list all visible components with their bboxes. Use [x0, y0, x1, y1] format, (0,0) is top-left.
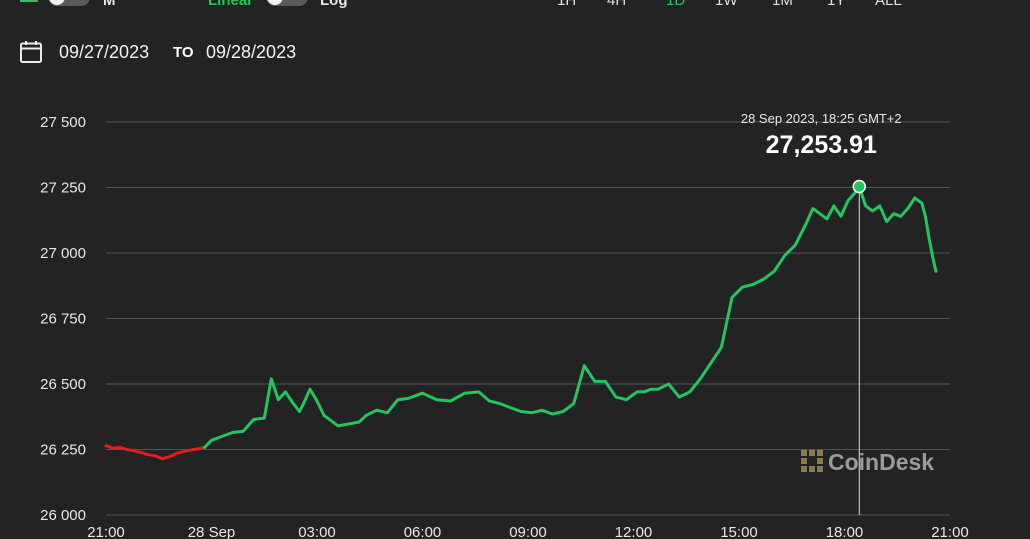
- tooltip-time: 28 Sep 2023, 18:25 GMT+2: [741, 111, 902, 126]
- range-1y-button[interactable]: 1Y: [827, 0, 846, 9]
- y-tick-label: 26 750: [40, 311, 86, 328]
- x-tick-label: 03:00: [298, 524, 336, 539]
- toggle-knob: [267, 0, 283, 5]
- x-tick-label: 06:00: [404, 524, 442, 539]
- watermark: CoinDesk: [801, 449, 934, 475]
- x-tick-label: 15:00: [720, 524, 758, 539]
- tooltip-value: 27,253.91: [766, 131, 877, 159]
- x-tick-label: 18:00: [826, 524, 864, 539]
- y-axis: 27 500 27 250 27 000 26 750 26 500 26 250 26 0…: [40, 114, 86, 524]
- log-label[interactable]: Log: [320, 0, 348, 9]
- scale-toggle[interactable]: [266, 0, 308, 6]
- highlight-point: [852, 179, 867, 194]
- range-1d-button[interactable]: 1D: [666, 0, 686, 9]
- candle-icon[interactable]: [20, 0, 38, 2]
- y-tick-label: 27 000: [40, 245, 86, 262]
- date-to[interactable]: 09/28/2023: [206, 42, 297, 62]
- series-line: [104, 444, 206, 461]
- y-tick-label: 27 500: [40, 114, 86, 131]
- linear-label[interactable]: Linear: [208, 0, 254, 9]
- range-1w-button[interactable]: 1W: [715, 0, 738, 9]
- toggle-knob: [49, 0, 65, 5]
- date-to-label: TO: [173, 44, 194, 61]
- m-label: M: [103, 0, 116, 9]
- watermark-text: CoinDesk: [828, 449, 934, 475]
- grid-lines: [106, 121, 950, 516]
- y-tick-label: 27 250: [40, 180, 86, 197]
- x-tick-label: 21:00: [87, 524, 125, 539]
- x-tick-label: 12:00: [615, 524, 653, 539]
- range-4h-button[interactable]: 4H: [607, 0, 627, 9]
- series-line: [203, 185, 938, 449]
- range-1h-button[interactable]: 1H: [557, 0, 577, 9]
- m-toggle[interactable]: [48, 0, 90, 6]
- x-tick-label: 09:00: [509, 524, 547, 539]
- range-1m-button[interactable]: 1M: [772, 0, 793, 9]
- range-all-button[interactable]: ALL: [875, 0, 902, 9]
- x-tick-label: 28 Sep: [188, 524, 236, 539]
- x-axis: 21:00 28 Sep 03:00 06:00 09:00 12:00 15:00 18:0…: [87, 524, 969, 539]
- x-tick-label: 21:00: [931, 524, 969, 539]
- calendar-icon[interactable]: [19, 40, 43, 69]
- date-from[interactable]: 09/27/2023: [59, 42, 150, 62]
- price-series: [104, 185, 938, 461]
- chart-controls: M Linear Log 1H 4H 1D 1W 1M 1Y ALL: [0, 0, 1030, 12]
- coindesk-logo-icon: [801, 450, 823, 472]
- y-tick-label: 26 250: [40, 442, 86, 459]
- y-tick-label: 26 500: [40, 376, 86, 393]
- y-tick-label: 26 000: [40, 507, 86, 524]
